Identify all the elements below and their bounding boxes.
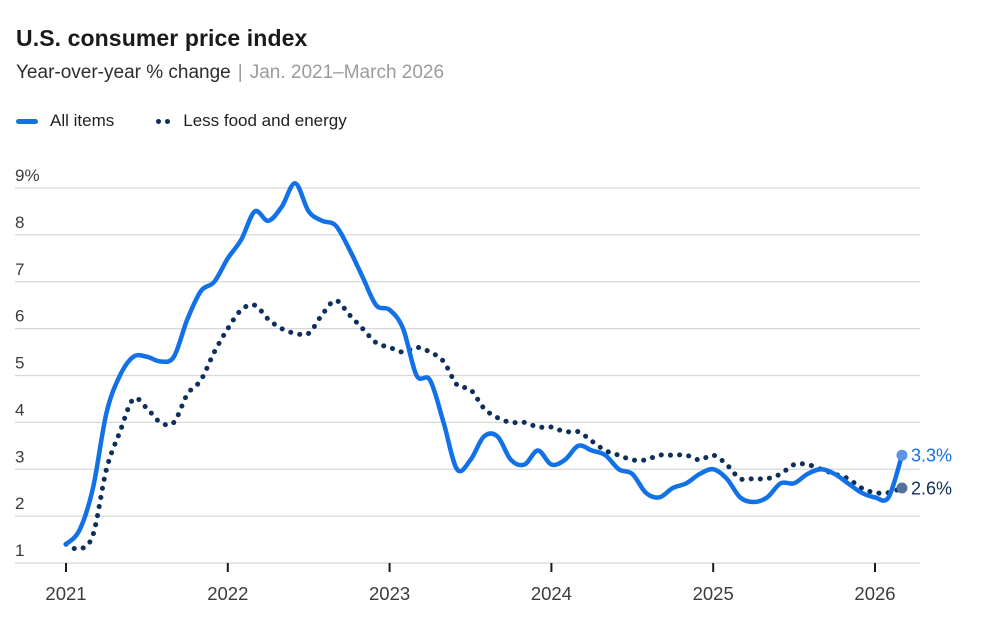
- y-axis-label: 9%: [15, 166, 40, 185]
- y-axis-label: 5: [15, 354, 24, 373]
- y-axis-label: 6: [15, 307, 24, 326]
- x-axis-label: 2021: [45, 583, 86, 604]
- y-axis-label: 3: [15, 447, 24, 466]
- y-axis-label: 7: [15, 260, 24, 279]
- x-axis-label: 2026: [854, 583, 895, 604]
- subtitle-date-range: Jan. 2021–March 2026: [249, 62, 445, 83]
- subtitle-separator: |: [237, 62, 243, 83]
- less-food-energy-line: [63, 298, 905, 552]
- legend-item-less-food-energy: Less food and energy: [156, 111, 347, 131]
- chart-subtitle: Year-over-year % change | Jan. 2021–March …: [16, 62, 444, 84]
- all-items-line: [63, 181, 905, 547]
- y-axis-label: 1: [15, 541, 24, 560]
- y-axis-label: 4: [15, 400, 24, 419]
- x-axis-label: 2025: [693, 583, 734, 604]
- all-items-end-marker: [896, 449, 908, 461]
- x-axis-label: 2023: [369, 583, 410, 604]
- y-axis-label: 8: [15, 213, 24, 232]
- legend-label-all-items: All items: [50, 111, 115, 130]
- x-axis-label: 2022: [207, 583, 248, 604]
- end-label-all-items: 3.3%: [911, 446, 952, 466]
- chart-header: U.S. consumer price index Year-over-year…: [16, 0, 444, 131]
- chart-legend: All items Less food and energy: [16, 111, 444, 131]
- end-label-less-food-energy: 2.6%: [911, 479, 952, 499]
- legend-label-less-food-energy: Less food and energy: [183, 111, 347, 130]
- legend-item-all-items: All items: [16, 111, 114, 131]
- solid-line-swatch-icon: [16, 118, 38, 124]
- less-food-energy-end-marker: [896, 482, 908, 494]
- x-axis-label: 2024: [531, 583, 572, 604]
- subtitle-measure: Year-over-year % change: [16, 62, 231, 83]
- page-title: U.S. consumer price index: [16, 25, 308, 51]
- dotted-line-swatch-icon: [156, 118, 171, 124]
- y-axis-label: 2: [15, 494, 24, 513]
